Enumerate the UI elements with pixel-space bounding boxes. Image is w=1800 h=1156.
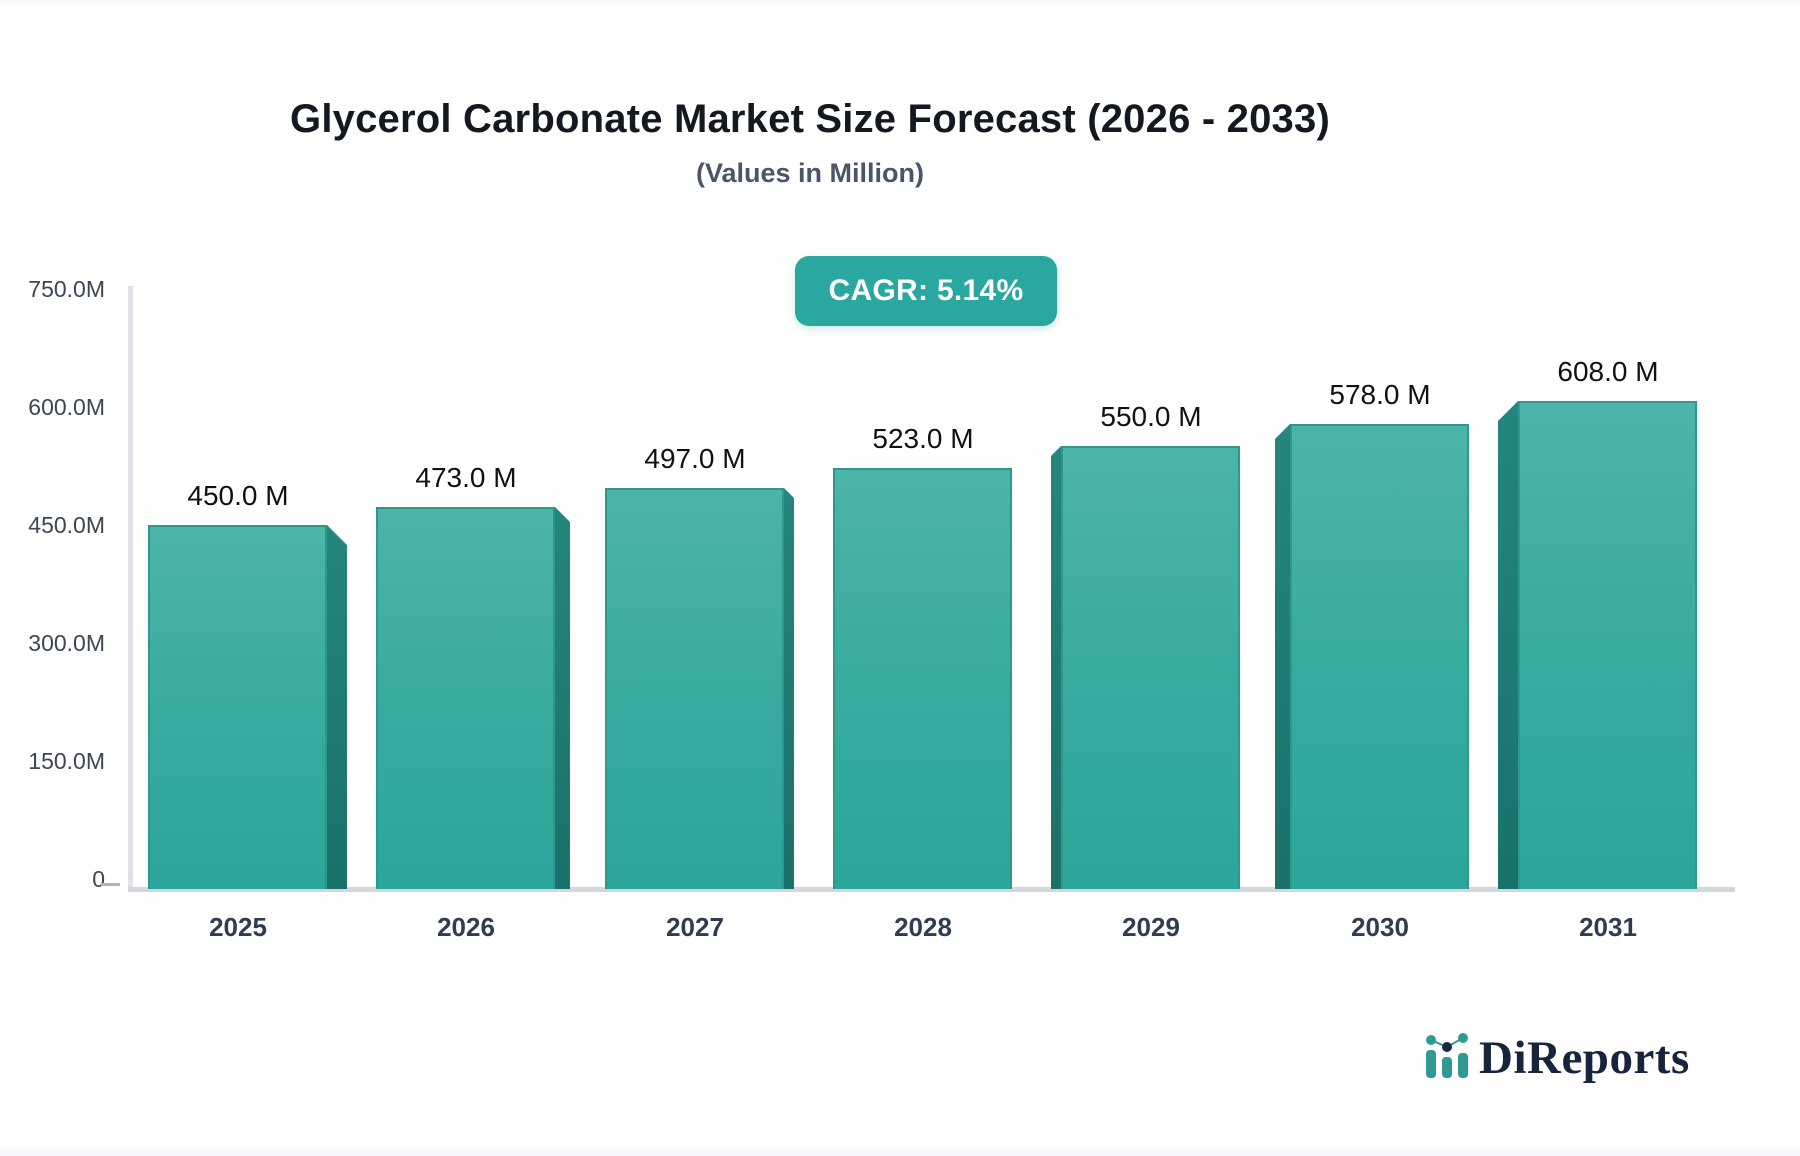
bar-face [605, 488, 784, 889]
chart-subtitle: (Values in Million) [695, 158, 925, 188]
x-label-2029: 2029 [1122, 912, 1180, 942]
bar-side-shade [784, 488, 794, 889]
bar-value-label-2028: 523.0 M [872, 423, 974, 454]
bar-2028 [833, 468, 1012, 889]
page-edge-bottom [0, 1148, 1800, 1156]
bar-value-label-2027: 497.0 M [644, 443, 746, 474]
bar-value-label-2029: 550.0 M [1100, 401, 1202, 432]
bar-side-shade [1051, 446, 1061, 889]
y-axis-line [128, 286, 133, 891]
bar-2025 [148, 525, 347, 889]
bar-2030 [1275, 424, 1469, 889]
bar-face [1290, 424, 1469, 889]
x-label-2031: 2031 [1579, 912, 1637, 942]
brand-logo: DiReports [1424, 1028, 1690, 1088]
x-axis-baseline [128, 887, 1735, 892]
y-tick-450.0M: 450.0M [28, 512, 105, 538]
x-label-2028: 2028 [894, 912, 952, 942]
y-tick-600.0M: 600.0M [28, 394, 105, 420]
bar-face [1518, 401, 1697, 889]
x-label-2027: 2027 [666, 912, 724, 942]
bar-value-label-2031: 608.0 M [1557, 356, 1659, 387]
y-tick-750.0M: 750.0M [28, 276, 105, 302]
bar-side-shade [1275, 424, 1290, 889]
y-tick-0: 0 [92, 866, 105, 892]
y-tick-150.0M: 150.0M [28, 748, 105, 774]
zero-tick-mark [101, 883, 120, 886]
x-label-2025: 2025 [209, 912, 267, 942]
bar-value-label-2025: 450.0 M [187, 480, 289, 511]
bar-2027 [605, 488, 794, 889]
cagr-badge: CAGR: 5.14% [795, 256, 1057, 326]
page-edge-top [0, 0, 1800, 4]
bar-face [148, 525, 327, 889]
bar-side-shade [1498, 401, 1518, 889]
bar-2026 [376, 507, 570, 889]
bar-face [1061, 446, 1240, 889]
bar-face [376, 507, 555, 889]
mini-bar-line-chart-icon [1426, 1033, 1468, 1078]
bar-side-shade [555, 507, 570, 889]
bar-face [833, 468, 1012, 889]
bar-value-label-2026: 473.0 M [415, 462, 517, 493]
cagr-badge-label: CAGR: 5.14% [828, 274, 1024, 307]
x-label-2026: 2026 [437, 912, 495, 942]
bar-side-shade [327, 525, 347, 889]
bar-2029 [1051, 446, 1240, 889]
chart-title: Glycerol Carbonate Market Size Forecast … [290, 97, 1330, 141]
bar-value-label-2030: 578.0 M [1329, 379, 1431, 410]
y-tick-300.0M: 300.0M [28, 630, 105, 656]
bar-2031 [1498, 401, 1697, 889]
x-label-2030: 2030 [1351, 912, 1409, 942]
brand-logo-text: DiReports [1479, 1032, 1690, 1084]
